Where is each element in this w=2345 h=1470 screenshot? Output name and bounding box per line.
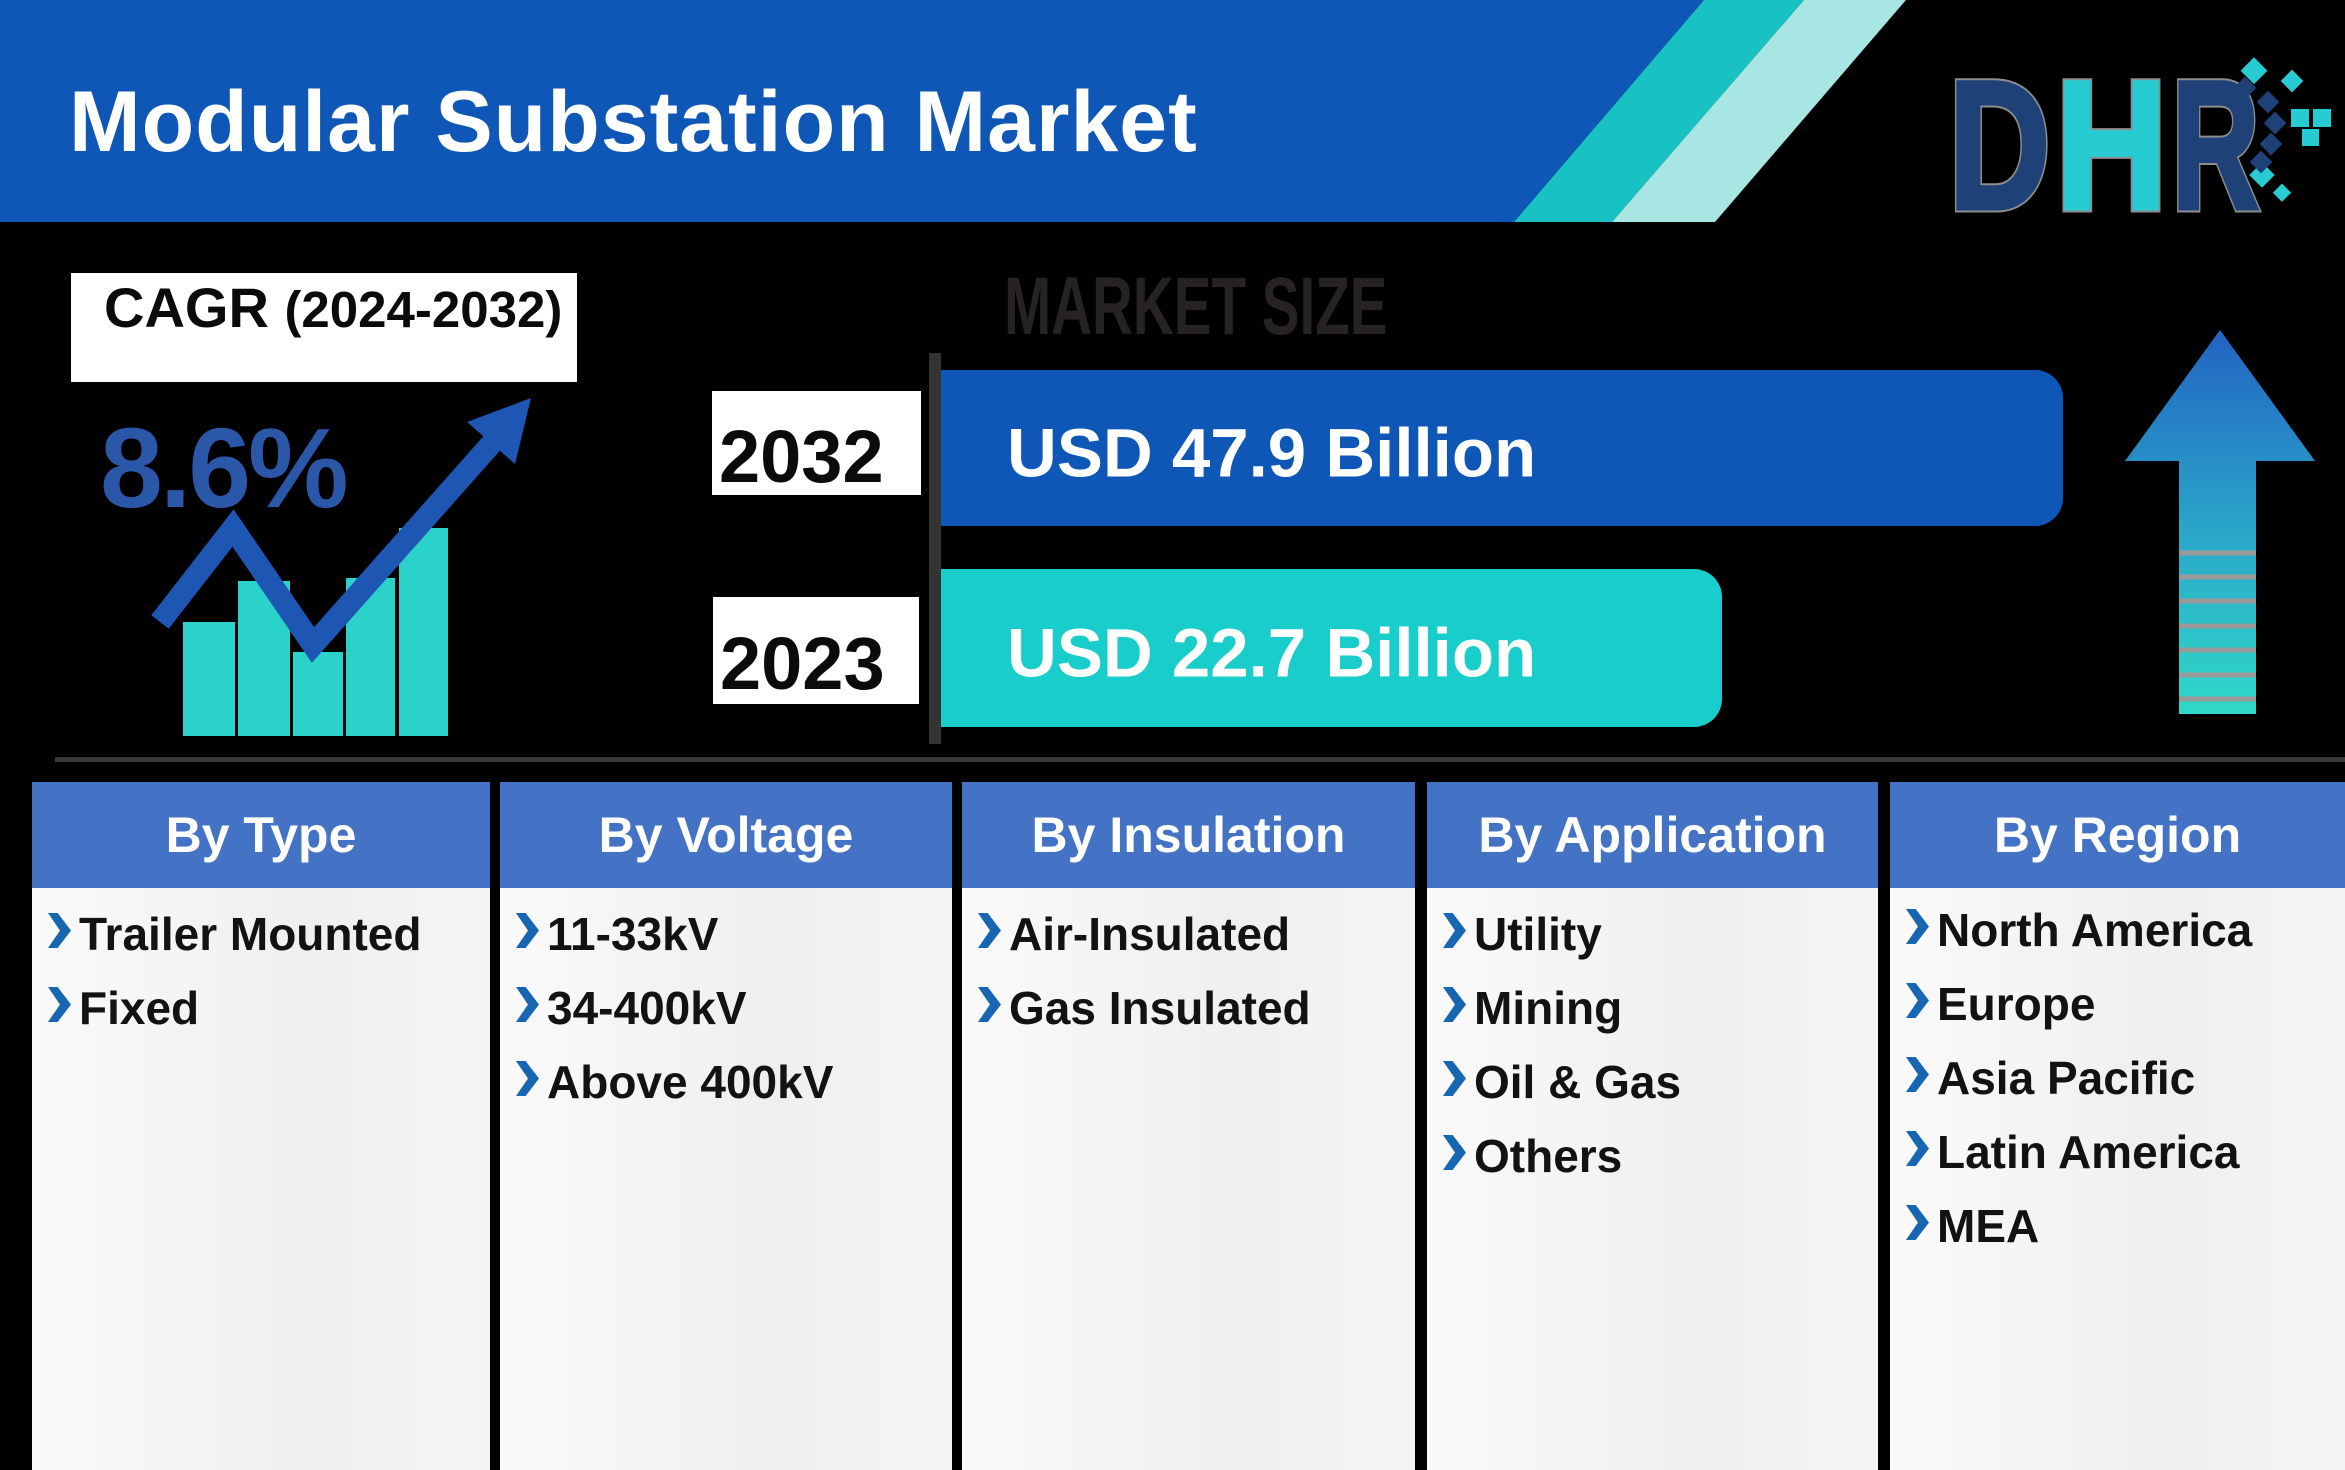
svg-text:R: R	[2172, 43, 2259, 247]
svg-text:D: D	[1949, 43, 2050, 247]
svg-text:H: H	[2056, 43, 2167, 247]
svg-text:H: H	[2056, 43, 2167, 247]
svg-text:D: D	[1949, 43, 2050, 247]
